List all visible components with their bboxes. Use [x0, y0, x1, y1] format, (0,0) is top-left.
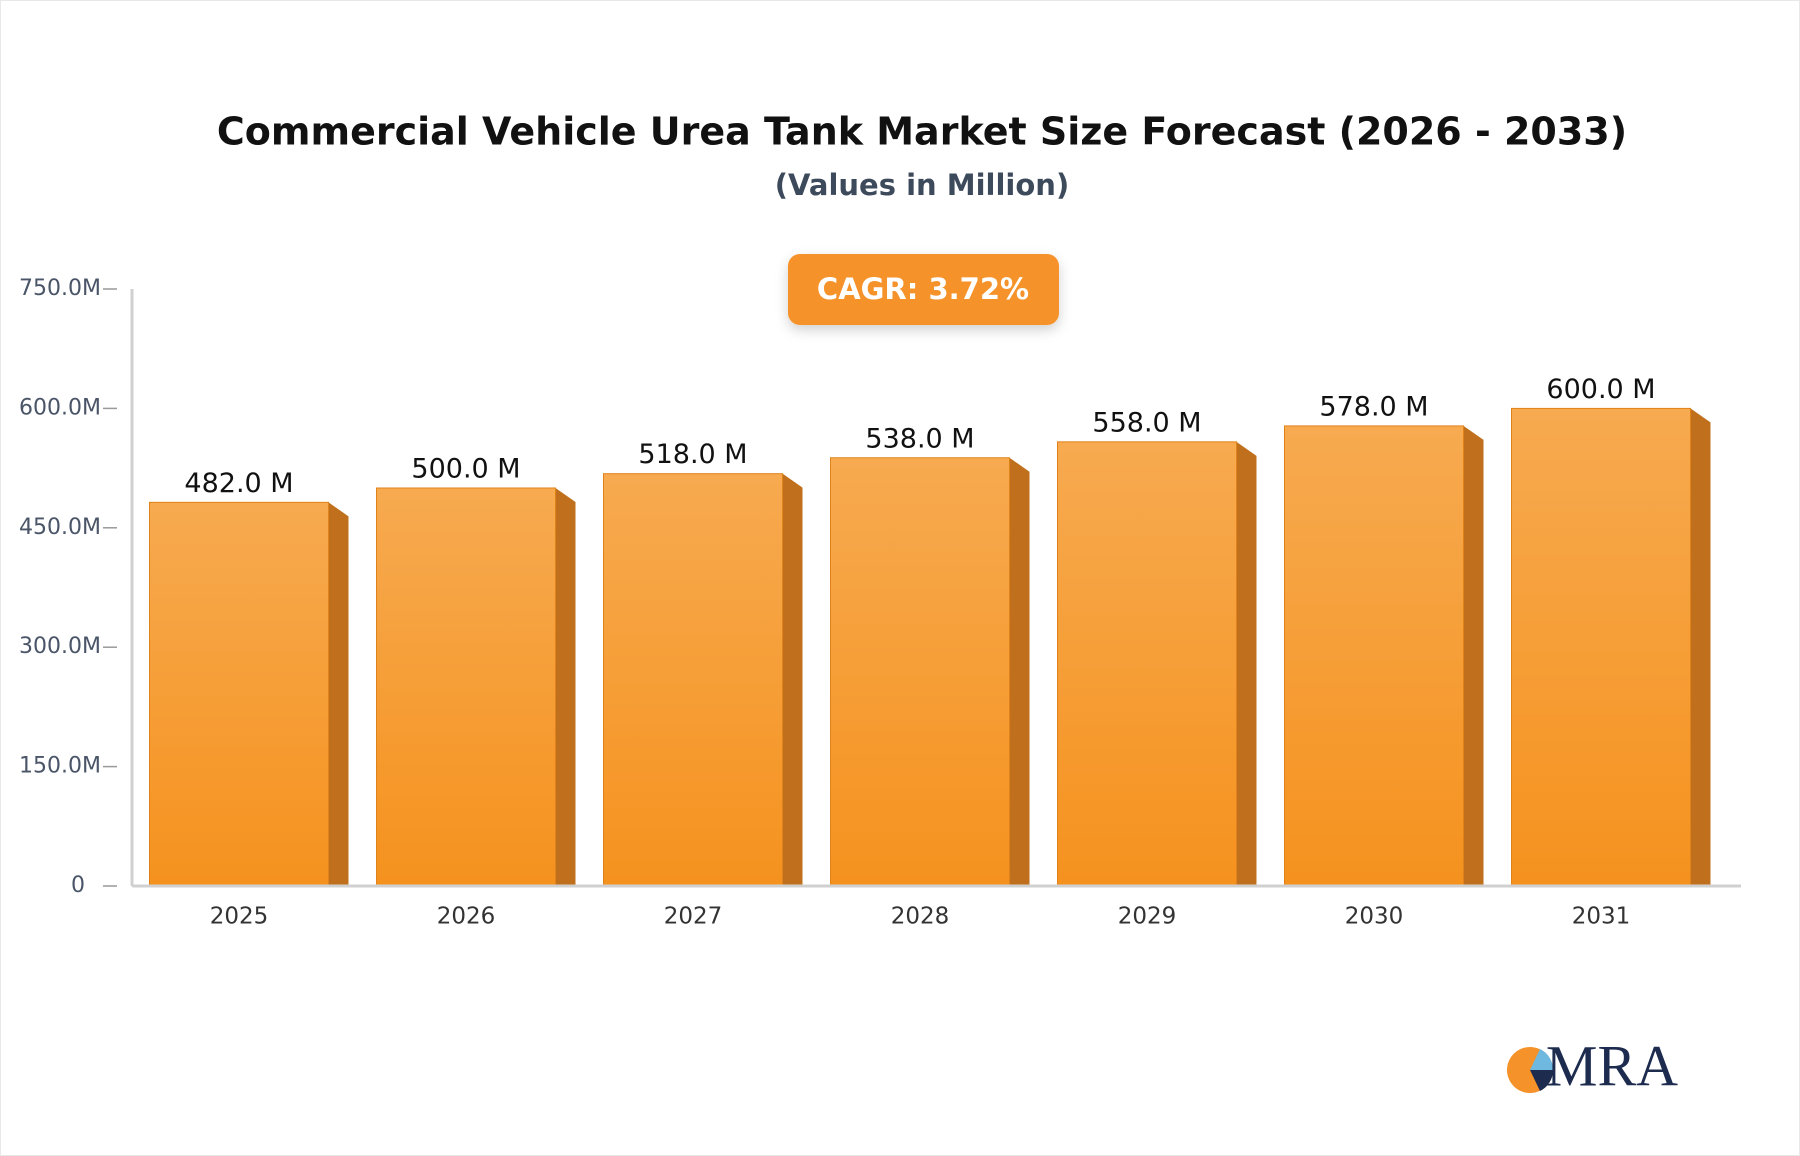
bar-side	[328, 502, 349, 886]
bar	[603, 473, 783, 887]
bar	[830, 457, 1010, 887]
x-tick-label: 2027	[664, 904, 723, 930]
value-label: 482.0 M	[184, 468, 293, 499]
value-label: 578.0 M	[1319, 391, 1428, 422]
x-tick-label: 2026	[437, 904, 496, 930]
chart-subtitle: (Values in Million)	[775, 168, 1069, 202]
y-tick-label: 600.0M	[19, 395, 101, 420]
logo-icon-slice	[1530, 1070, 1554, 1091]
bar	[1284, 425, 1464, 887]
y-tick-label: 0	[71, 873, 85, 898]
value-label: 558.0 M	[1092, 407, 1201, 438]
logo: MRA	[1507, 1033, 1678, 1098]
x-tick-label: 2029	[1118, 904, 1177, 930]
logo-text: MRA	[1546, 1033, 1678, 1098]
value-label: 538.0 M	[865, 423, 974, 454]
bar	[1057, 441, 1237, 887]
bar-side	[1690, 408, 1711, 886]
logo-icon-slice	[1530, 1049, 1554, 1070]
x-tick-label: 2030	[1345, 904, 1404, 930]
value-label: 518.0 M	[638, 439, 747, 470]
y-tick-label: 750.0M	[19, 276, 101, 301]
bar	[149, 501, 329, 887]
bar	[1511, 407, 1691, 887]
bar-side	[1009, 457, 1030, 886]
value-label: 500.0 M	[411, 454, 520, 485]
y-tick-label: 150.0M	[19, 754, 101, 779]
cagr-label: CAGR: 3.72%	[817, 272, 1029, 306]
bar-side	[555, 488, 576, 886]
x-tick-label: 2031	[1572, 904, 1631, 930]
bar-side	[782, 473, 803, 886]
bar	[376, 487, 556, 887]
x-tick-label: 2028	[891, 904, 950, 930]
value-label: 600.0 M	[1546, 374, 1655, 405]
x-tick-label: 2025	[210, 904, 269, 930]
bar-side	[1236, 441, 1257, 886]
bar-side	[1463, 425, 1484, 886]
cagr-badge	[788, 254, 1059, 325]
y-tick-label: 300.0M	[19, 634, 101, 659]
chart-title: Commercial Vehicle Urea Tank Market Size…	[217, 110, 1627, 154]
y-tick-label: 450.0M	[19, 515, 101, 540]
